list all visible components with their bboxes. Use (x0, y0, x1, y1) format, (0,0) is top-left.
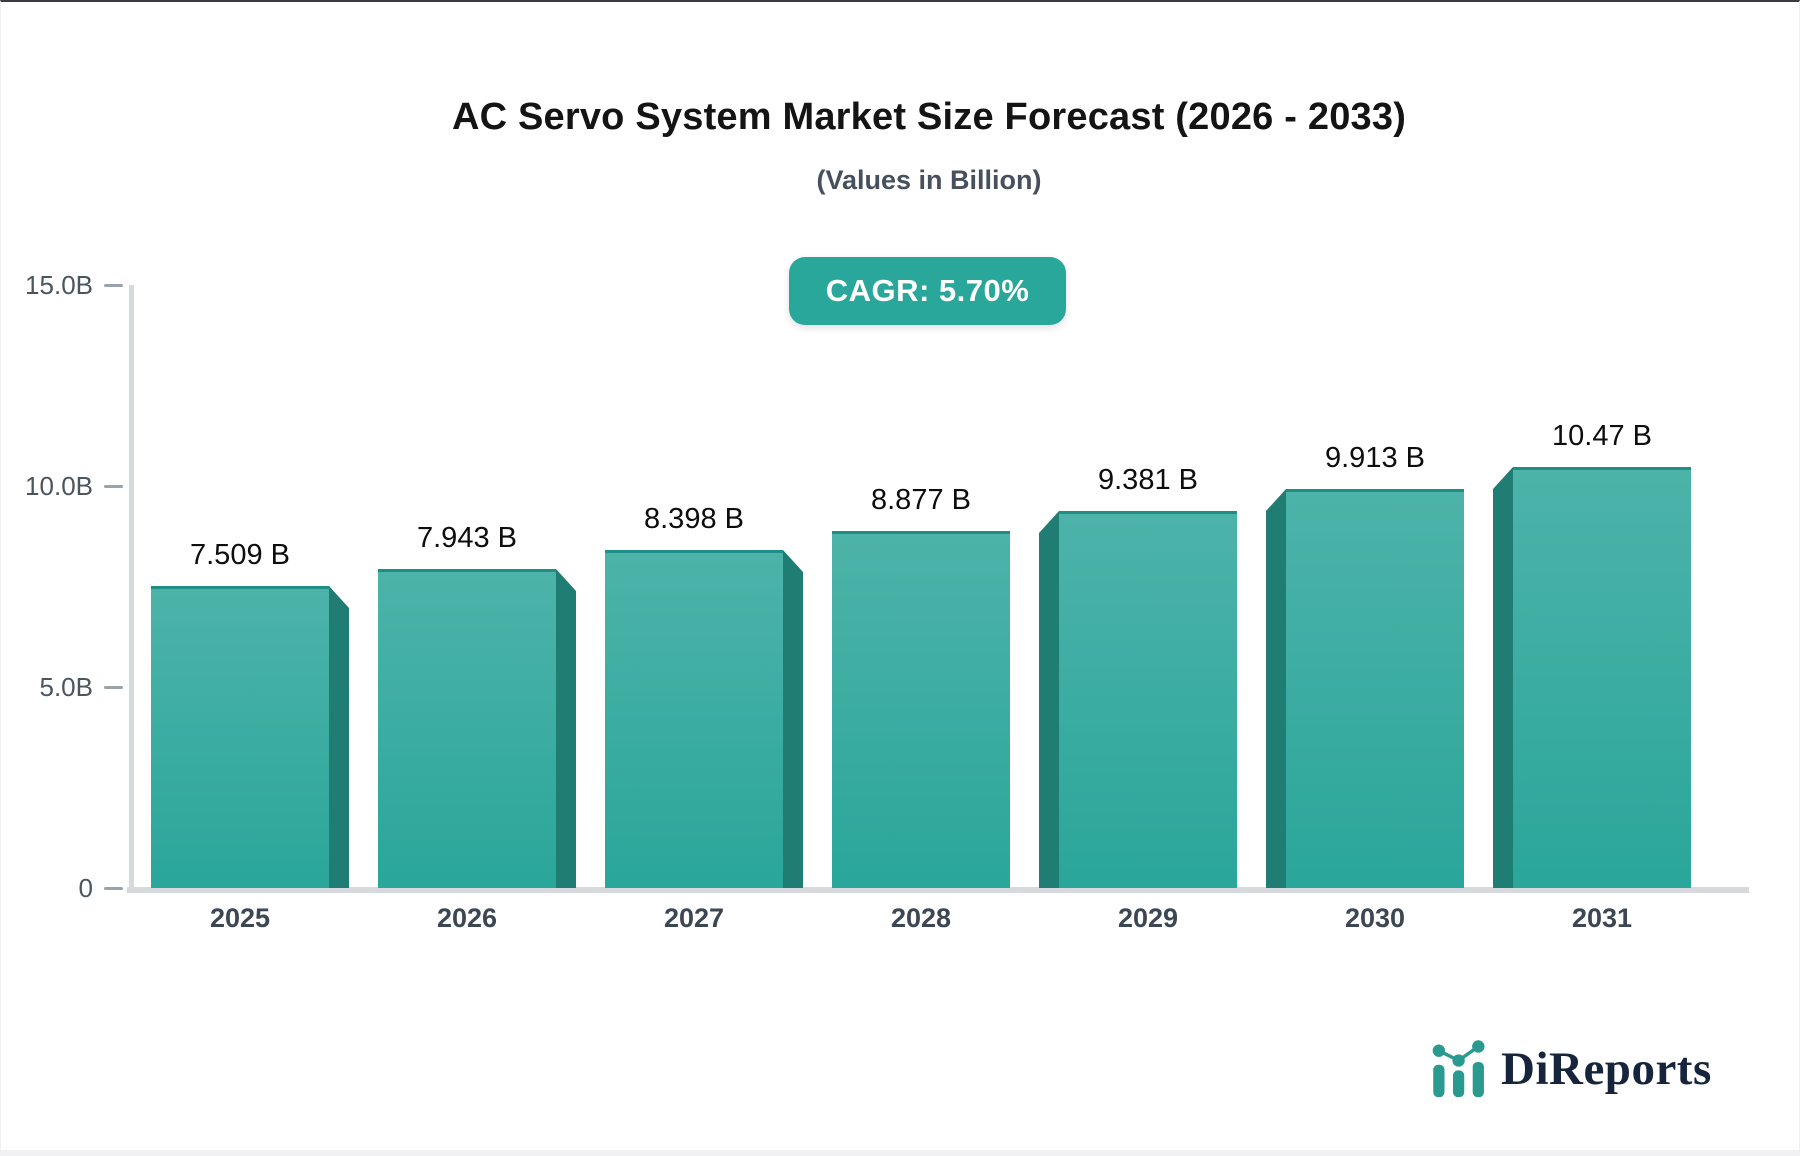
bar-value-label: 7.509 B (190, 539, 290, 571)
bar-value-label: 7.943 B (417, 522, 517, 554)
logo-text: DiReports (1501, 1043, 1712, 1095)
bar-side-panel (1493, 467, 1513, 888)
x-axis-label: 2025 (209, 903, 271, 933)
x-axis-label: 2027 (663, 903, 725, 933)
y-tick-label: 10.0B (25, 471, 93, 501)
chart-subtitle: (Values in Billion) (816, 165, 1042, 195)
bar-side-panel (556, 569, 576, 888)
bar (378, 569, 556, 888)
x-axis-label: 2026 (436, 903, 498, 933)
x-axis-label: 2031 (1571, 903, 1633, 933)
bar (1059, 511, 1237, 888)
x-axis-label: 2029 (1117, 903, 1179, 933)
bar-side-panel (783, 550, 803, 888)
chart-title: AC Servo System Market Size Forecast (20… (451, 96, 1407, 138)
logo-mini-bar-chart-icon (1432, 1040, 1485, 1098)
bar-value-label: 10.47 B (1552, 420, 1652, 452)
y-tick-dash (104, 886, 123, 890)
bar-side-panel (329, 586, 349, 888)
bar-value-label: 8.877 B (871, 484, 971, 516)
y-tick-label: 0 (78, 873, 93, 903)
bar-side-panel (1266, 489, 1286, 888)
y-tick-dash (104, 283, 123, 287)
x-axis-line (127, 887, 1749, 893)
x-axis-label: 2030 (1344, 903, 1406, 933)
logo: DiReports (1429, 1038, 1712, 1100)
cagr-badge-label: CAGR: 5.70% (825, 273, 1030, 308)
x-axis-label: 2028 (890, 903, 952, 933)
bar-side-panel (1039, 511, 1059, 888)
bar (151, 586, 329, 888)
cagr-badge: CAGR: 5.70% (789, 257, 1066, 325)
y-tick-dash (104, 484, 123, 488)
bar (1286, 489, 1464, 888)
bar (1513, 467, 1691, 888)
chart-header: AC Servo System Market Size Forecast (20… (61, 2, 1797, 196)
bar-value-label: 8.398 B (644, 503, 744, 535)
y-tick-label: 15.0B (25, 270, 93, 300)
y-axis-line (129, 285, 134, 888)
bar-value-label: 9.913 B (1325, 442, 1425, 474)
y-tick-label: 5.0B (39, 672, 94, 702)
y-tick-dash (104, 685, 123, 689)
bar (605, 550, 783, 888)
bar-value-label: 9.381 B (1098, 464, 1198, 496)
bar (832, 531, 1010, 888)
